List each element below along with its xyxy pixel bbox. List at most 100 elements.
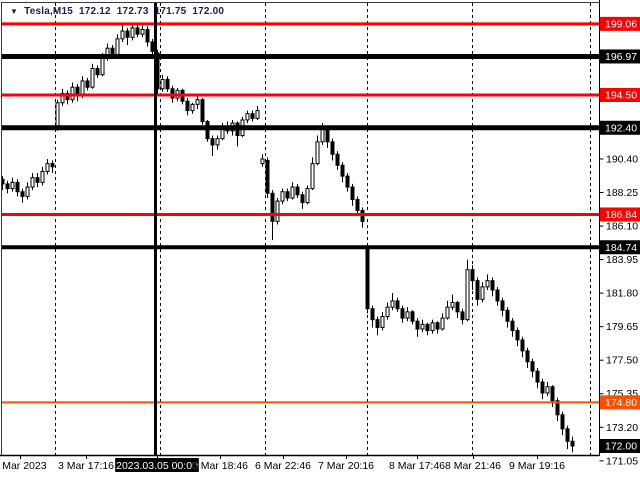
- candle: [135, 24, 140, 38]
- candle: [370, 305, 375, 328]
- candle: [440, 313, 445, 331]
- price-level-badge: [600, 16, 640, 31]
- candle: [450, 294, 455, 311]
- candle: [305, 185, 310, 205]
- candle: [475, 277, 480, 306]
- candle: [85, 77, 90, 91]
- time-axis-label: 2 Mar 2023: [0, 460, 47, 472]
- candle: [315, 135, 320, 166]
- price-level-badge: [600, 49, 640, 64]
- candle: [40, 166, 45, 186]
- candle: [465, 259, 470, 322]
- price-level-badge-text: 174.80: [605, 397, 637, 409]
- candle: [10, 177, 15, 192]
- candle: [375, 316, 380, 336]
- candle: [335, 151, 340, 170]
- candle: [125, 27, 130, 46]
- candle: [50, 160, 55, 173]
- candle: [385, 302, 390, 320]
- candle: [490, 277, 495, 297]
- candle: [190, 102, 195, 114]
- price-level-badge: [600, 240, 640, 255]
- candle: [310, 157, 315, 191]
- candle: [545, 382, 550, 397]
- candle: [255, 105, 260, 120]
- price-axis-label: 181.80: [606, 288, 638, 300]
- candle: [550, 385, 555, 407]
- candle: [60, 88, 65, 106]
- time-axis-label: 3 Mar 17:16: [58, 460, 114, 472]
- time-axis-label: 2023.03.05 00:00: [116, 460, 198, 472]
- time-axis-label: 7 Mar 20:16: [318, 460, 374, 472]
- price-level-badge: [600, 207, 640, 222]
- candle: [250, 110, 255, 122]
- candle: [150, 38, 155, 57]
- candle: [555, 397, 560, 422]
- price-axis[interactable]: 199.06 196.97 194.50 192.40 190.40 188.25 186.…: [599, 16, 640, 467]
- candle: [340, 162, 345, 183]
- candle: [30, 173, 35, 191]
- candle: [165, 76, 170, 92]
- time-marker-badge: [115, 458, 199, 472]
- candle: [425, 322, 430, 336]
- ohlc-close-value: 172.00: [192, 5, 225, 17]
- candle: [140, 25, 145, 38]
- time-axis-label: 9 Mar 19:16: [509, 460, 565, 472]
- price-axis-label: 173.20: [606, 422, 638, 434]
- price-level-badge: [600, 88, 640, 102]
- price-level-badge-text: 194.50: [605, 90, 637, 102]
- time-axis-label: 6 Mar 18:46: [192, 460, 248, 472]
- price-axis-label: 179.65: [606, 321, 638, 333]
- price-axis-label: 177.50: [606, 355, 638, 367]
- candle: [160, 74, 165, 92]
- candle: [430, 319, 435, 334]
- candle: [355, 196, 360, 216]
- price-axis-label: 188.25: [606, 187, 638, 199]
- candle: [200, 98, 205, 125]
- candle: [210, 135, 215, 156]
- candle: [520, 336, 525, 358]
- candle: [415, 318, 420, 337]
- candle: [360, 207, 365, 228]
- collapse-triangle-icon[interactable]: ▼: [10, 6, 19, 16]
- candle: [115, 34, 120, 56]
- candle: [410, 310, 415, 325]
- price-level-badge-text: 192.40: [605, 122, 637, 134]
- candle: [5, 180, 10, 194]
- candle: [245, 110, 250, 124]
- candle: [330, 138, 335, 161]
- candle: [215, 135, 220, 150]
- candle: [260, 154, 265, 167]
- plot-area[interactable]: [1, 3, 599, 455]
- candle: [180, 88, 185, 105]
- candle: [350, 183, 355, 206]
- ohlc-open-value: 172.12: [79, 5, 111, 17]
- time-axis-label: 8 Mar 21:46: [445, 460, 501, 472]
- candle: [400, 305, 405, 323]
- candle: [15, 179, 20, 197]
- candle: [70, 82, 75, 103]
- candle: [420, 319, 425, 333]
- candle: [390, 293, 395, 311]
- candle: [540, 378, 545, 400]
- candle: [380, 311, 385, 331]
- price-level-badge-text: 199.06: [605, 18, 637, 30]
- candle: [565, 425, 570, 450]
- candle: [485, 274, 490, 290]
- candle: [500, 297, 505, 317]
- candle: [560, 411, 565, 436]
- candle: [405, 307, 410, 322]
- candle: [275, 197, 280, 225]
- price-level-badge-text: 172.00: [605, 441, 637, 453]
- candle: [25, 182, 30, 200]
- candle: [185, 98, 190, 116]
- candle: [570, 436, 575, 453]
- candle: [510, 318, 515, 337]
- candle: [120, 23, 125, 42]
- candle: [525, 347, 530, 368]
- price-level-badge-text: 184.74: [605, 242, 637, 254]
- candle: [325, 127, 330, 149]
